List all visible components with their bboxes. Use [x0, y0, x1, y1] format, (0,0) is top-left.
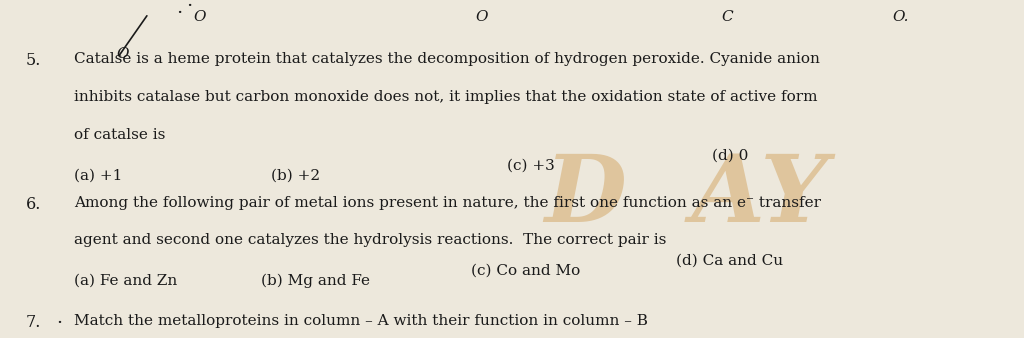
- Text: D  AY: D AY: [544, 151, 828, 241]
- Text: Catalse is a heme protein that catalyzes the decomposition of hydrogen peroxide.: Catalse is a heme protein that catalyzes…: [74, 52, 819, 66]
- Text: (c) Co and Mo: (c) Co and Mo: [471, 264, 581, 277]
- Text: (a) +1: (a) +1: [74, 169, 122, 183]
- Text: (b) +2: (b) +2: [271, 169, 321, 183]
- Text: agent and second one catalyzes the hydrolysis reactions.  The correct pair is: agent and second one catalyzes the hydro…: [74, 233, 666, 247]
- Text: 6.: 6.: [26, 196, 41, 213]
- Text: O: O: [117, 47, 129, 61]
- Text: O: O: [194, 10, 206, 24]
- Text: inhibits catalase but carbon monoxide does not, it implies that the oxidation st: inhibits catalase but carbon monoxide do…: [74, 90, 817, 103]
- Text: .: .: [186, 0, 193, 10]
- Text: 7.: 7.: [26, 314, 41, 331]
- Text: (a) Fe and Zn: (a) Fe and Zn: [74, 274, 177, 288]
- Text: of catalse is: of catalse is: [74, 128, 165, 142]
- Text: C: C: [721, 10, 733, 24]
- Text: (b) Mg and Fe: (b) Mg and Fe: [261, 274, 370, 288]
- Text: .: .: [176, 0, 182, 17]
- Text: Match the metalloproteins in column – A with their function in column – B: Match the metalloproteins in column – A …: [74, 314, 647, 328]
- Text: 5.: 5.: [26, 52, 41, 69]
- Text: O: O: [475, 10, 487, 24]
- Text: (c) +3: (c) +3: [507, 159, 555, 173]
- Text: (d) Ca and Cu: (d) Ca and Cu: [676, 254, 783, 267]
- Text: ·: ·: [56, 314, 62, 332]
- Text: (d) 0: (d) 0: [712, 149, 749, 163]
- Text: O.: O.: [893, 10, 909, 24]
- Text: Among the following pair of metal ions present in nature, the first one function: Among the following pair of metal ions p…: [74, 196, 820, 210]
